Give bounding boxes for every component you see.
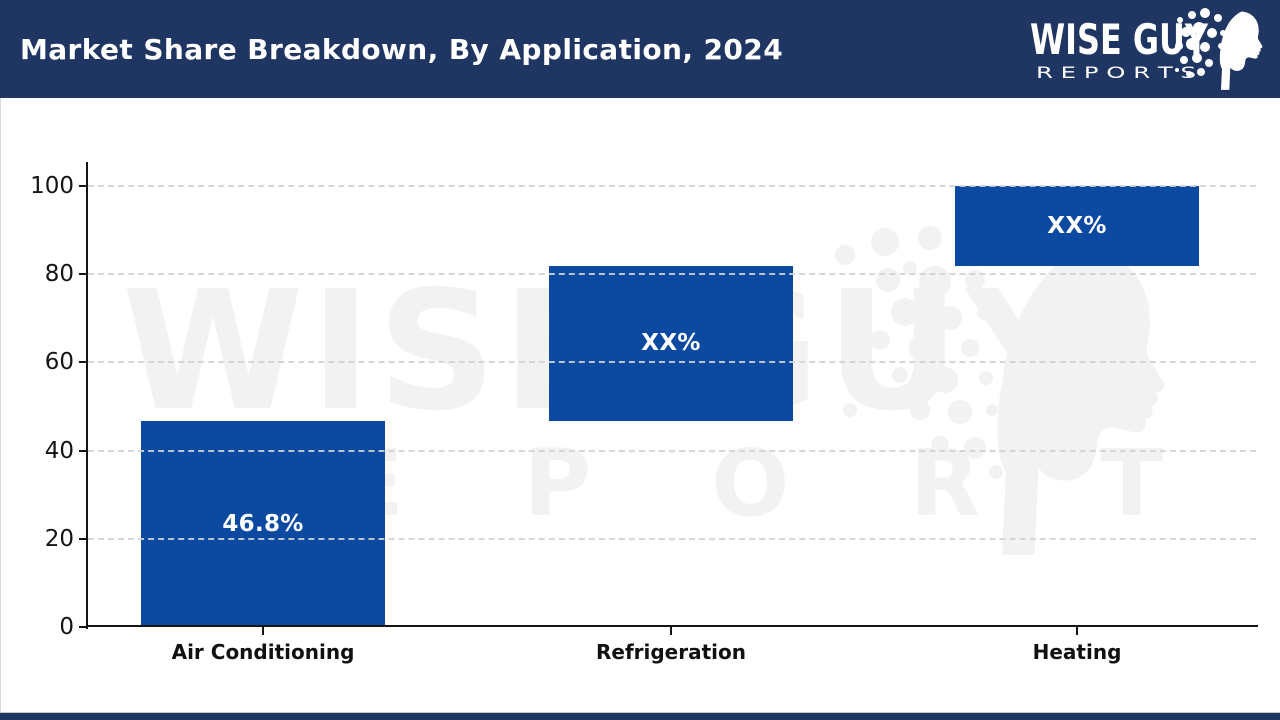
bar-air-conditioning[interactable]: 46.8% [141,420,385,627]
footer-bar [0,712,1280,720]
bar-value-label: XX% [641,330,701,357]
y-axis-line [86,162,88,629]
plot-area: 46.8% XX% XX% [79,162,1258,635]
x-tick-mark-air-conditioning [262,627,264,635]
y-tick-label-20: 20 [44,525,74,552]
x-tick-label-air-conditioning: Air Conditioning [171,640,355,664]
logo-face-icon [1175,8,1263,90]
x-tick-mark-heating [1076,627,1078,635]
y-tick-label-80: 80 [44,261,74,288]
y-tick-label-40: 40 [44,437,74,464]
gridline-80 [88,273,1256,276]
header-bar: Market Share Breakdown, By Application, … [0,0,1280,98]
x-tick-mark-refrigeration [670,627,672,635]
y-tick-mark-20 [79,537,87,540]
y-tick-mark-80 [79,273,87,276]
page-title: Market Share Breakdown, By Application, … [20,32,784,66]
wise-guy-logo: WISE GUY R E P O R T S [1030,8,1263,90]
x-tick-label-refrigeration: Refrigeration [595,640,747,664]
x-axis-line [86,625,1258,627]
gridline-20 [88,537,1256,540]
y-tick-label-60: 60 [44,349,74,376]
logo-subtext: R E P O R T S [1036,63,1196,82]
y-tick-mark-100 [79,185,87,187]
gridline-40 [88,449,1256,452]
y-tick-mark-60 [79,361,87,364]
bar-heating[interactable]: XX% [955,186,1199,266]
logo-wordmark: WISE GUY [1030,15,1208,64]
bar-value-label: XX% [1047,212,1107,239]
bar-refrigeration[interactable]: XX% [549,265,793,421]
left-edge-divider [0,98,1,713]
gridline-60 [88,361,1256,364]
y-tick-label-0: 0 [59,614,74,640]
x-tick-label-heating: Heating [1032,640,1122,664]
gridline-100 [88,185,1256,187]
y-tick-label-100: 100 [30,173,74,199]
y-tick-mark-0 [79,626,87,628]
chart-area: WISE GUY R E P O R T S 46.8% XX% XX% 0 20 40… [0,98,1280,713]
y-tick-mark-40 [79,449,87,452]
bar-value-label: 46.8% [222,510,304,537]
